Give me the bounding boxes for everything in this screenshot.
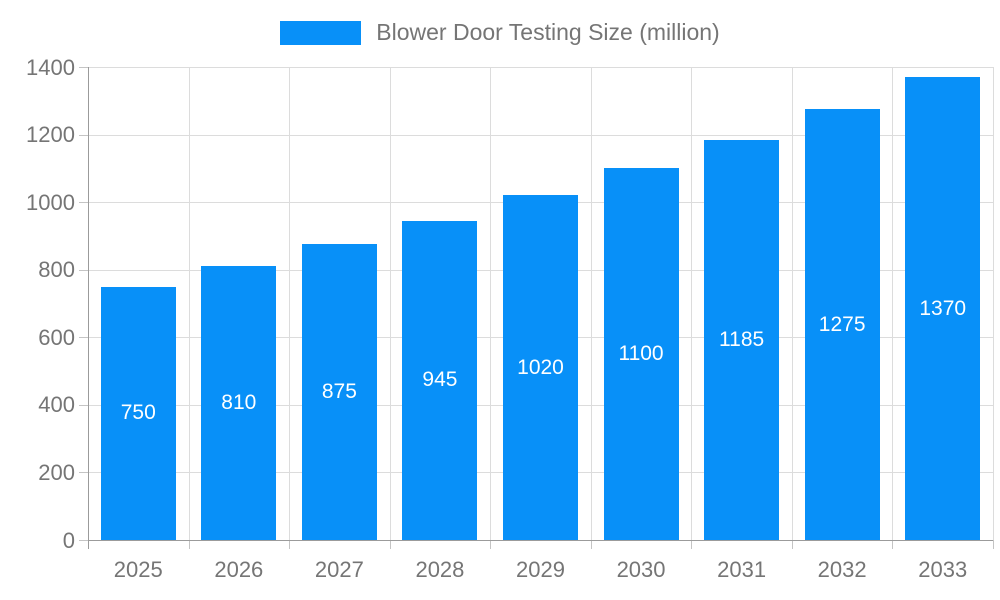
gridline-vertical [188,67,190,540]
y-tick-label: 1200 [26,122,75,148]
bar-value-label: 1100 [618,342,664,366]
y-axis-tick [79,269,88,271]
bar [603,168,679,540]
bar-value-label: 875 [321,380,357,404]
y-tick-label: 0 [62,527,75,553]
x-axis-tick [188,540,190,549]
bar-value-label: 1020 [517,355,564,379]
x-tick-label: 2032 [817,557,867,582]
gridline-vertical [490,67,492,540]
gridline-horizontal [88,67,993,68]
gridline-horizontal [88,134,993,136]
x-axis-tick [691,540,693,549]
x-tick-label: 2033 [918,557,968,582]
bar [301,244,377,540]
bar [704,139,780,540]
gridline-vertical [289,67,291,540]
bar-value-label: 1185 [719,327,765,351]
y-axis-line [88,67,89,549]
bar [100,286,176,540]
y-axis-tick [79,472,88,474]
bar [201,266,277,540]
bar [402,220,478,540]
x-axis-tick [993,540,994,549]
gridline-vertical [791,67,793,540]
legend-swatch [280,20,362,45]
legend-label: Blower Door Testing Size (million) [376,19,720,45]
x-axis-tick [590,540,592,549]
x-axis-tick [892,540,894,549]
y-axis-tick [79,134,88,136]
bar [905,77,981,540]
y-axis-tick [79,202,88,204]
x-tick-label: 2031 [717,557,767,582]
y-tick-label: 400 [38,392,75,418]
x-tick-label: 2030 [616,557,666,582]
bar-value-label: 1275 [818,312,866,336]
x-tick-label: 2026 [214,557,264,582]
x-axis-tick [490,540,492,549]
x-tick-label: 2027 [314,557,364,582]
x-axis-tick [791,540,793,549]
y-axis-tick [79,404,88,406]
y-tick-label: 200 [38,459,75,485]
bar-value-label: 750 [120,401,156,425]
x-axis-tick [289,540,291,549]
gridline-vertical [691,67,693,540]
y-axis-tick [79,337,88,339]
x-axis-line [88,540,993,541]
bar [804,109,880,540]
y-axis-tick [79,540,88,541]
y-tick-label: 1400 [26,54,75,80]
x-tick-label: 2025 [113,557,163,582]
bar-value-label: 1370 [919,296,967,320]
y-tick-label: 600 [38,324,75,350]
bar [503,195,578,540]
gridline-vertical [993,67,994,540]
y-tick-label: 800 [38,257,75,283]
x-tick-label: 2029 [516,557,565,582]
gridline-vertical [590,67,592,540]
bar-value-label: 945 [422,368,458,392]
x-tick-label: 2028 [415,557,465,582]
bar-value-label: 810 [221,391,257,415]
gridline-vertical [892,67,894,540]
chart-legend[interactable]: Blower Door Testing Size (million) [0,19,1000,46]
y-tick-label: 1000 [26,189,75,215]
gridline-vertical [389,67,391,540]
x-axis-tick [389,540,391,549]
y-axis-tick [79,67,88,68]
